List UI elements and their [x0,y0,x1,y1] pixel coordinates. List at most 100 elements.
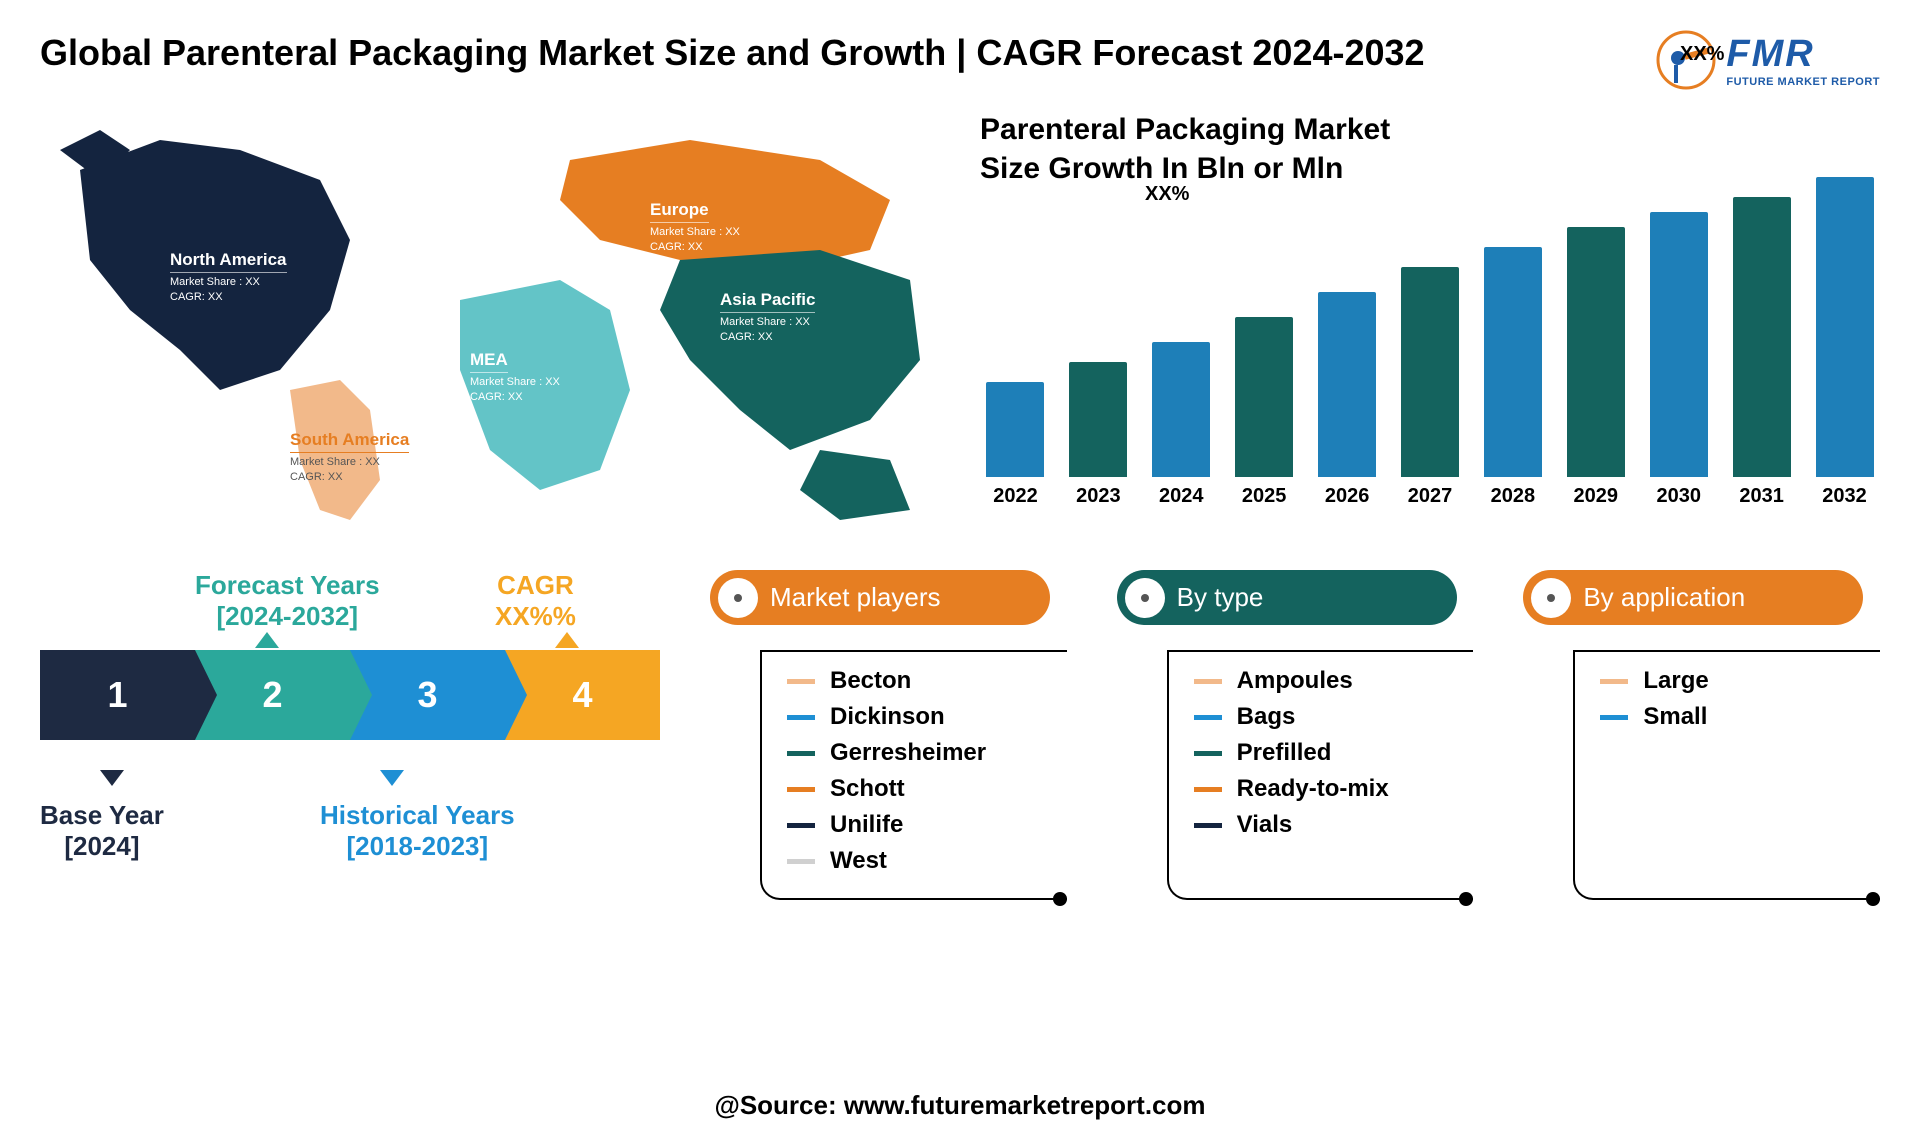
marker-icon [787,751,815,756]
bar-col-2029: 2029 [1560,227,1631,508]
marker-icon [1194,751,1222,756]
bar-2032 [1816,177,1874,477]
category-item-1-1: Bags [1194,703,1474,731]
pct-label-1: XX% [1680,43,1724,66]
category-0: Market playersBectonDickinsonGerresheime… [710,570,1067,900]
region-label-ap: Asia PacificMarket Share : XXCAGR: XX [720,290,815,346]
category-title-0: Market players [770,582,941,613]
source-attribution: @Source: www.futuremarketreport.com [714,1090,1205,1121]
marker-icon [1600,679,1628,684]
category-item-text: Unilife [830,811,903,839]
marker-icon [787,787,815,792]
page-title: Global Parenteral Packaging Market Size … [40,30,1425,77]
bar-label-2031: 2031 [1739,485,1784,508]
chart-title: Parenteral Packaging Market Size Growth … [980,110,1400,188]
timeline-label-4: CAGRXX%% [495,570,576,632]
category-item-0-4: Unilife [787,811,1067,839]
bar-2027 [1401,267,1459,477]
category-item-text: Ready-to-mix [1237,775,1389,803]
bar-col-2023: 2023 [1063,362,1134,508]
bar-label-2027: 2027 [1408,485,1453,508]
bar-col-2031: 2031 [1726,197,1797,508]
category-item-0-0: Becton [787,667,1067,695]
timeline-seg-2: 2 [195,650,350,740]
region-label-na: North AmericaMarket Share : XXCAGR: XX [170,250,287,306]
bar-col-2028: 2028 [1477,247,1548,508]
timeline-seg-1: 1 [40,650,195,740]
timeline-label-3: Historical Years[2018-2023] [320,800,515,862]
category-item-text: Schott [830,775,905,803]
bar-label-2028: 2028 [1491,485,1536,508]
bar-label-2024: 2024 [1159,485,1204,508]
category-title-1: By type [1177,582,1264,613]
timeline-arrow-4 [555,632,579,648]
category-item-0-5: West [787,847,1067,875]
marker-icon [1194,787,1222,792]
category-item-text: Vials [1237,811,1293,839]
marker-icon [787,679,815,684]
category-header-0: Market players [710,570,1050,625]
world-map: North AmericaMarket Share : XXCAGR: XX So… [40,110,940,530]
category-2: By application LargeSmall [1523,570,1880,900]
bar-2022 [986,382,1044,477]
bar-col-2024: 2024 [1146,342,1217,508]
marker-icon [1194,823,1222,828]
timeline-label-1: Base Year[2024] [40,800,164,862]
bar-label-2025: 2025 [1242,485,1287,508]
region-label-sa: South AmericaMarket Share : XXCAGR: XX [290,430,409,486]
category-dot-icon [1531,578,1571,618]
timeline: Forecast Years[2024-2032] CAGRXX%% 1234 B… [40,570,660,890]
timeline-seg-3: 3 [350,650,505,740]
bar-2030 [1650,212,1708,477]
timeline-seg-4: 4 [505,650,660,740]
growth-chart: Parenteral Packaging Market Size Growth … [980,110,1880,530]
marker-icon [1600,715,1628,720]
category-dot-icon [1125,578,1165,618]
category-item-text: Becton [830,667,911,695]
category-1: By type Ampoules Bags Prefilled Ready-to-mix… [1117,570,1474,900]
category-list-2: LargeSmall [1573,650,1880,900]
pct-label-0: XX% [1145,183,1189,206]
category-header-2: By application [1523,570,1863,625]
category-item-text: West [830,847,887,875]
category-title-2: By application [1583,582,1745,613]
category-item-1-4: Vials [1194,811,1474,839]
logo-sub-text: FUTURE MARKET REPORT [1726,76,1880,88]
category-header-1: By type [1117,570,1457,625]
category-item-1-0: Ampoules [1194,667,1474,695]
bar-col-2026: 2026 [1312,292,1383,508]
category-list-1: Ampoules Bags Prefilled Ready-to-mix Vials [1167,650,1474,900]
bar-2024 [1152,342,1210,477]
category-item-text: Bags [1237,703,1296,731]
logo-main-text: FMR [1726,33,1880,76]
category-item-1-2: Prefilled [1194,739,1474,767]
bar-col-2030: 2030 [1643,212,1714,508]
bar-col-2032: 2032 [1809,177,1880,508]
marker-icon [1194,715,1222,720]
marker-icon [1194,679,1222,684]
bar-2026 [1318,292,1376,477]
category-item-2-0: Large [1600,667,1880,695]
bar-2031 [1733,197,1791,477]
timeline-bar: 1234 [40,650,660,740]
marker-icon [787,859,815,864]
bar-label-2023: 2023 [1076,485,1121,508]
chart-bars: 2022202320242025202620272028202920302031… [980,208,1880,508]
bar-2025 [1235,317,1293,477]
category-item-0-3: Schott [787,775,1067,803]
marker-icon [787,715,815,720]
bar-2023 [1069,362,1127,477]
timeline-arrow-1 [100,770,124,786]
timeline-arrow-2 [255,632,279,648]
category-list-0: BectonDickinsonGerresheimerSchottUnilife… [760,650,1067,900]
timeline-label-2: Forecast Years[2024-2032] [195,570,380,632]
category-item-0-2: Gerresheimer [787,739,1067,767]
bar-label-2029: 2029 [1574,485,1619,508]
category-item-1-3: Ready-to-mix [1194,775,1474,803]
timeline-arrow-3 [380,770,404,786]
bar-2029 [1567,227,1625,477]
category-dot-icon [718,578,758,618]
region-label-mea: MEAMarket Share : XXCAGR: XX [470,350,560,406]
bar-2028 [1484,247,1542,477]
bar-label-2030: 2030 [1656,485,1701,508]
